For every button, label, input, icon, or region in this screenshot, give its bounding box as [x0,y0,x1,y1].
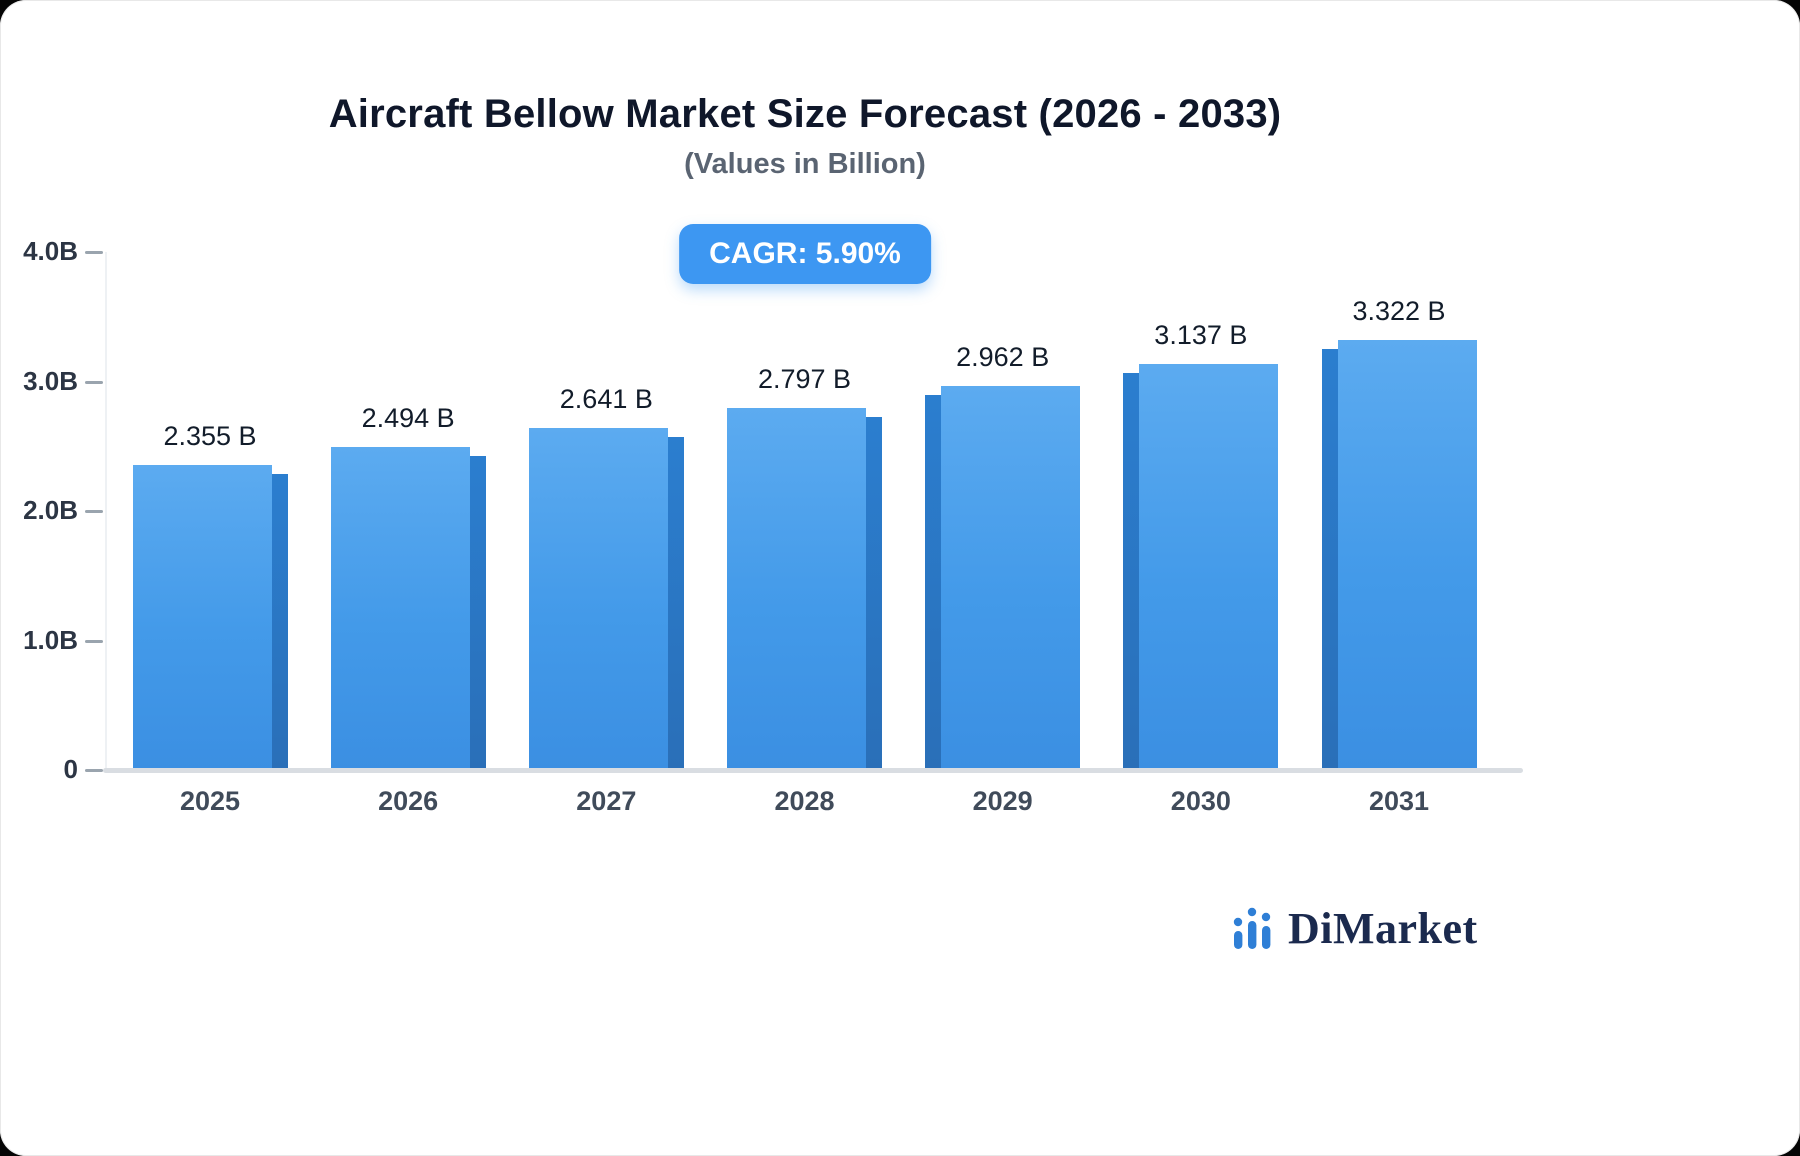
bar-2027 [528,427,684,770]
y-tick-mark [85,510,103,513]
y-tick-label: 4.0B [23,236,78,266]
y-tick-mark [85,251,103,254]
bar-2028 [727,407,882,770]
bar-face [330,447,470,770]
dimarket-logo-icon [1233,907,1271,949]
bar-side-shade [1321,348,1338,770]
y-tick-mark [85,769,103,772]
brand-logo-text: DiMarket [1288,904,1478,953]
x-tick-label: 2031 [1368,786,1430,816]
y-tick-mark [85,639,103,643]
bar-side-shade [271,474,288,770]
x-axis-line [103,768,1523,773]
bar-value-label: 2.962 B [956,342,1050,373]
x-tick-label: 2026 [378,786,439,816]
cagr-badge: CAGR: 5.90% [679,224,931,284]
chart-subtitle: (Values in Billion) [684,148,926,180]
bar-side-shade [667,436,684,770]
y-tick-label: 2.0B [23,495,78,525]
cagr-badge-label: CAGR: 5.90% [709,237,901,270]
y-tick-label: 0 [63,754,78,784]
bar-value-label: 3.322 B [1352,295,1446,326]
bar-2026 [330,447,486,770]
y-tick-mark [85,380,103,384]
y-tick-label: 3.0B [23,365,78,396]
bar-2025 [132,465,288,770]
bar-value-label: 2.355 B [163,421,257,452]
bar-side-shade [866,416,882,770]
bar-side-shade [925,395,942,770]
bar-value-label: 2.797 B [757,363,852,394]
bar-2029 [925,386,1081,770]
bar-face [132,465,272,770]
bar-side-shade [469,456,486,770]
bar-face [1337,339,1477,770]
bar-value-label: 3.137 B [1154,319,1248,350]
bar-face [1139,363,1279,770]
bar-face [528,427,668,770]
bar-value-label: 2.494 B [361,403,455,434]
x-tick-label: 2027 [576,786,637,816]
brand-logo: DiMarket [1228,903,1478,954]
bar-2030 [1123,363,1279,770]
y-tick-label: 1.0B [23,624,78,655]
bar-2031 [1321,339,1477,770]
x-tick-label: 2029 [972,786,1033,816]
x-tick-label: 2028 [774,786,835,816]
bar-side-shade [1123,372,1140,770]
bar-face [727,407,866,770]
chart-title: Aircraft Bellow Market Size Forecast (20… [328,92,1282,136]
x-tick-label: 2030 [1170,786,1231,816]
x-tick-label: 2025 [179,786,241,816]
y-axis-line [105,252,107,770]
bar-value-label: 2.641 B [559,383,653,414]
bar-face [941,386,1081,770]
